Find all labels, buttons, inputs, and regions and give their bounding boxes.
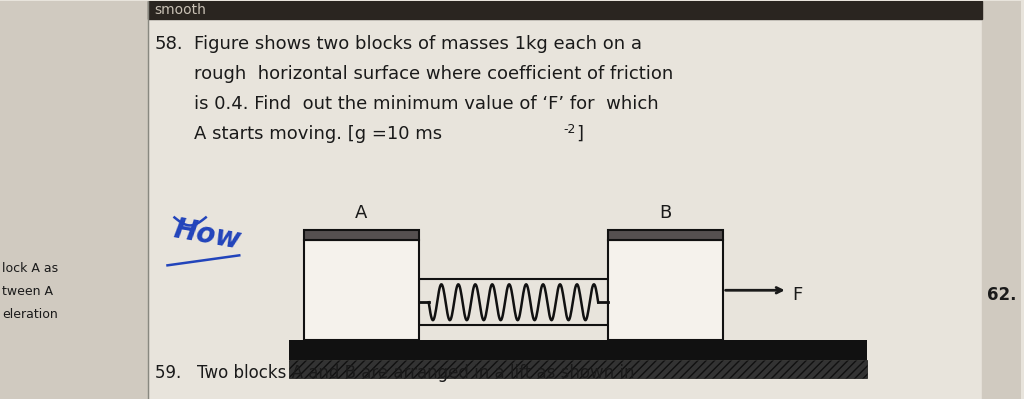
Text: ]: ] [577,124,584,143]
Text: -2: -2 [563,122,575,136]
Text: eleration: eleration [2,308,57,321]
Bar [608,230,723,240]
Text: lock A as: lock A as [2,262,58,275]
Text: A starts moving. [g =10 ms: A starts moving. [g =10 ms [195,124,442,143]
Bar [304,240,419,340]
Text: 59.   Two blocks A and B are arranged in a lift as shown in: 59. Two blocks A and B are arranged in a… [155,364,634,382]
Text: F: F [793,286,803,304]
Text: 62.: 62. [987,286,1017,304]
Text: smooth: smooth [155,3,207,17]
Text: tween A: tween A [2,285,53,298]
Bar [289,360,867,378]
Bar [419,279,608,325]
Text: rough  horizontal surface where coefficient of friction: rough horizontal surface where coefficie… [195,65,674,83]
Bar [0,1,147,399]
Bar [608,240,723,340]
Text: How: How [171,215,244,255]
Text: Figure shows two blocks of masses 1kg each on a: Figure shows two blocks of masses 1kg ea… [195,35,642,53]
Text: is 0.4. Find  out the minimum value of ‘F’ for  which: is 0.4. Find out the minimum value of ‘F… [195,95,659,113]
Bar [289,340,867,360]
Bar [982,1,1021,399]
Text: 58.: 58. [155,35,183,53]
Bar [147,1,982,19]
Text: A: A [355,204,368,223]
Bar [304,230,419,240]
Text: B: B [659,204,672,223]
